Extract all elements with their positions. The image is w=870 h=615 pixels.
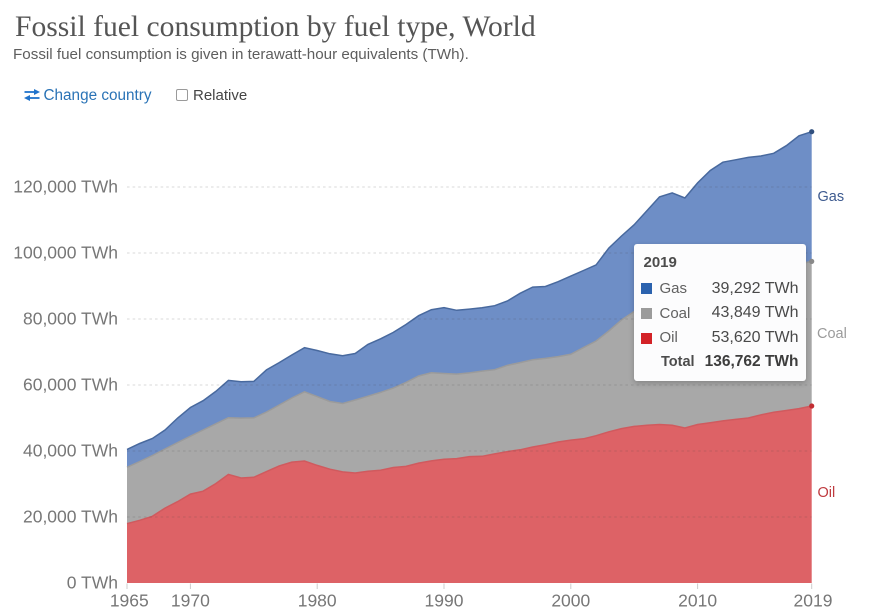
svg-text:1990: 1990	[425, 591, 464, 611]
svg-text:Oil: Oil	[818, 485, 836, 501]
svg-text:0 TWh: 0 TWh	[67, 573, 118, 593]
svg-text:Gas: Gas	[818, 189, 845, 205]
svg-text:2000: 2000	[551, 591, 590, 611]
svg-text:1965: 1965	[110, 591, 149, 611]
svg-text:80,000 TWh: 80,000 TWh	[23, 309, 118, 329]
svg-text:100,000 TWh: 100,000 TWh	[13, 243, 118, 263]
svg-text:60,000 TWh: 60,000 TWh	[23, 375, 118, 395]
svg-text:2019: 2019	[794, 591, 833, 611]
svg-text:1980: 1980	[298, 591, 337, 611]
svg-text:1970: 1970	[171, 591, 210, 611]
svg-text:120,000 TWh: 120,000 TWh	[13, 177, 118, 197]
svg-text:40,000 TWh: 40,000 TWh	[23, 441, 118, 461]
svg-text:20,000 TWh: 20,000 TWh	[23, 507, 118, 527]
svg-text:2010: 2010	[678, 591, 717, 611]
svg-text:Coal: Coal	[817, 326, 847, 342]
